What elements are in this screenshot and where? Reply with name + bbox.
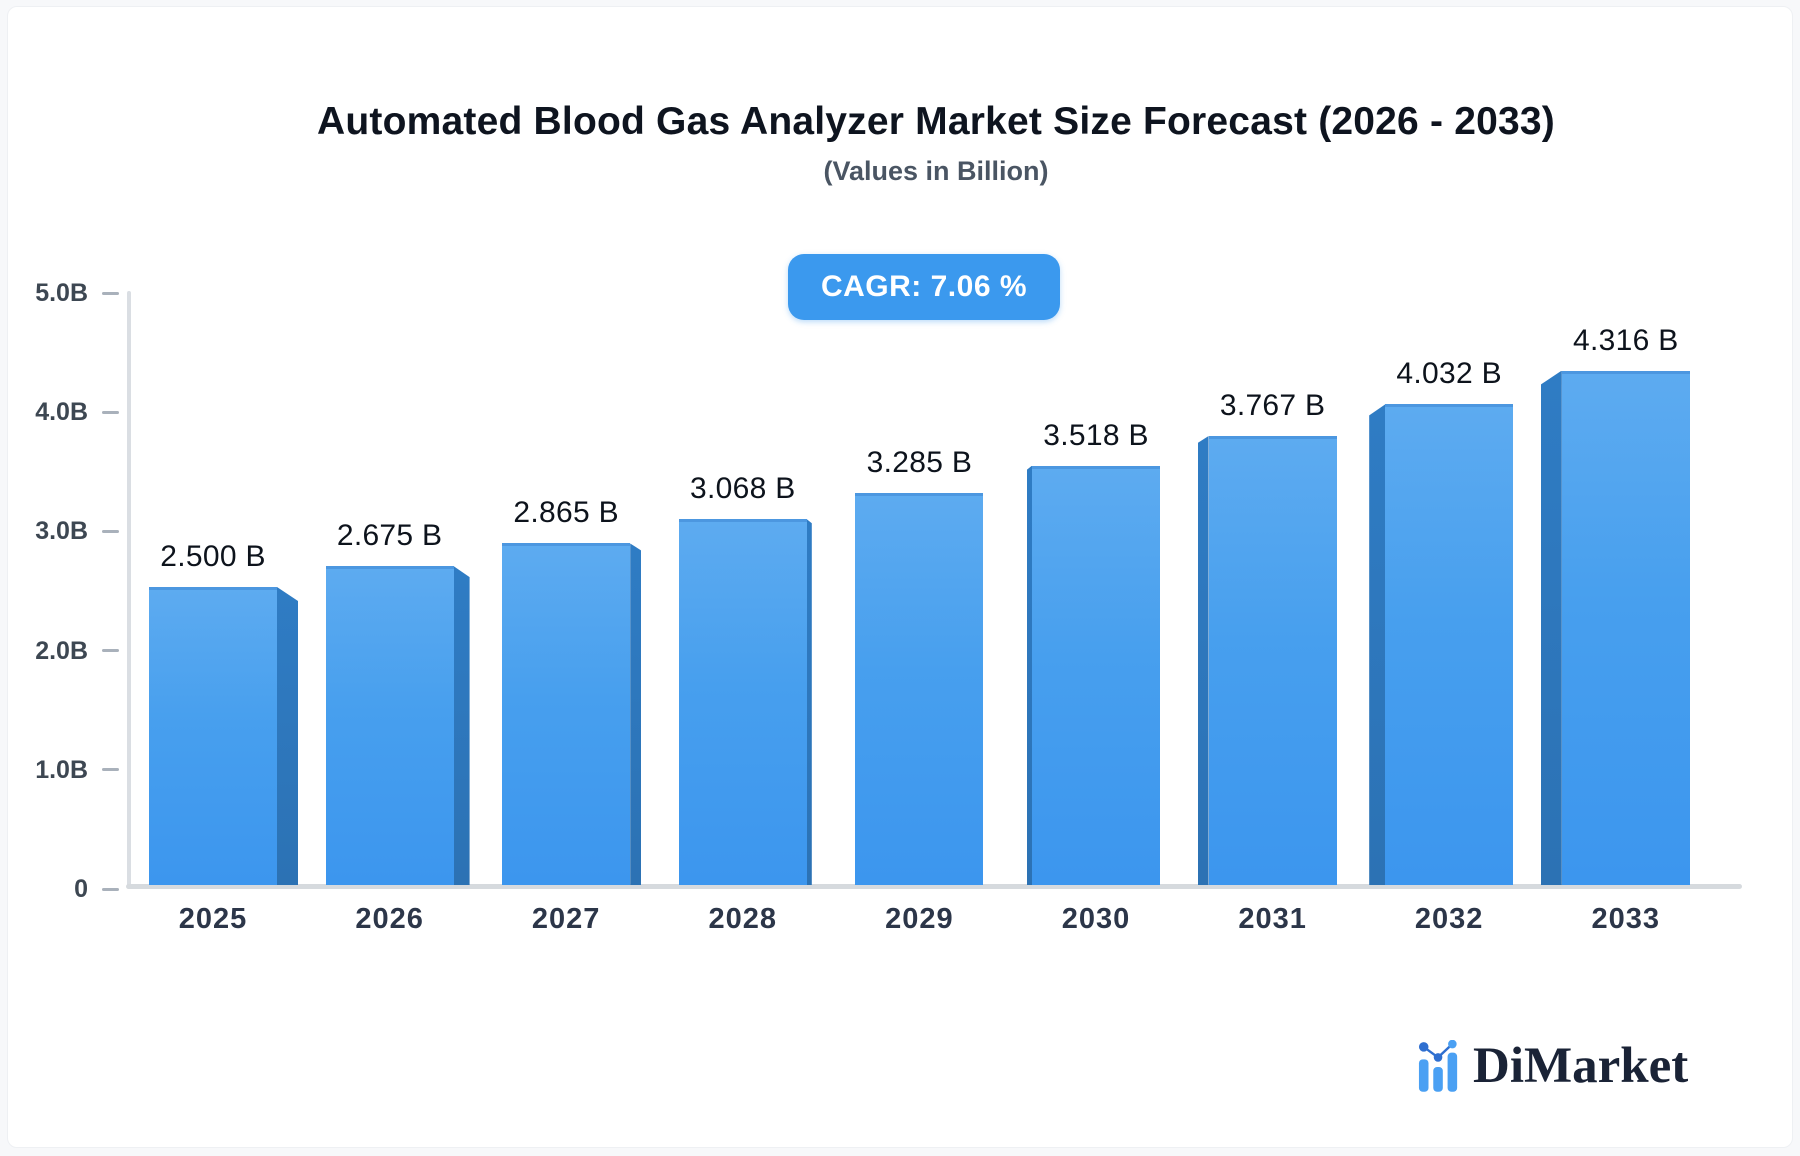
bar-side-face [1540, 370, 1562, 885]
cagr-badge-label: CAGR: 7.06 % [820, 270, 1028, 303]
cagr-badge: CAGR: 7.06 % [788, 254, 1060, 320]
bar-value-label: 3.767 B [1219, 388, 1326, 422]
x-axis-label: 2025 [178, 903, 248, 935]
y-axis-tick [102, 529, 119, 533]
bar-value-label: 4.032 B [1396, 357, 1502, 391]
brand-logo: DiMarket [1418, 1040, 1688, 1092]
y-axis-tick-label: 5.0B [35, 279, 88, 307]
chart-subtitle: (Values in Billion) [823, 156, 1049, 186]
bar-value-label: 4.316 B [1573, 323, 1679, 357]
y-axis-tick-label: 4.0B [35, 398, 88, 427]
y-axis-tick [102, 649, 119, 653]
x-axis-label: 2027 [531, 903, 601, 935]
x-axis-label: 2031 [1238, 903, 1307, 935]
x-axis-label: 2029 [885, 903, 954, 935]
x-axis-label: 2033 [1591, 903, 1661, 935]
bar-2025 [149, 587, 277, 885]
bar-2033 [1561, 370, 1690, 885]
y-axis-line [127, 291, 131, 887]
bar-value-label: 3.518 B [1043, 418, 1149, 452]
bar-2029 [855, 493, 984, 885]
bar-2031 [1208, 435, 1337, 885]
bar-2028 [678, 519, 807, 885]
y-axis-tick [102, 410, 119, 414]
bar-side-face [1197, 435, 1209, 885]
bar-side-face [453, 566, 470, 885]
x-axis-label: 2028 [708, 903, 778, 935]
bar-2030 [1032, 465, 1160, 885]
y-axis-tick-label: 0 [74, 875, 88, 903]
bar-2032 [1385, 404, 1514, 885]
chart-title: Automated Blood Gas Analyzer Market Size… [317, 100, 1555, 143]
bar-side-face [1369, 404, 1386, 885]
bar-2026 [325, 566, 454, 885]
bar-value-label: 3.068 B [690, 472, 796, 506]
y-axis-tick [102, 887, 119, 891]
bar-value-label: 2.500 B [160, 540, 266, 573]
bar-side-face [806, 519, 812, 885]
brand-name: DiMarket [1473, 1038, 1689, 1094]
bar-line-chart-icon [1418, 1040, 1458, 1092]
y-axis-tick-label: 1.0B [35, 755, 88, 784]
x-axis-label: 2032 [1414, 903, 1484, 935]
y-axis-tick-label: 3.0B [35, 517, 88, 546]
y-axis-tick [102, 768, 119, 772]
x-axis-label: 2030 [1061, 903, 1131, 935]
bar-side-face [630, 543, 642, 885]
x-axis-line [126, 884, 1742, 889]
bar-2027 [502, 543, 631, 885]
bar-side-face [1027, 465, 1032, 885]
bar-value-label: 2.675 B [336, 519, 443, 553]
bar-value-label: 3.285 B [866, 446, 973, 480]
y-axis-tick-label: 2.0B [35, 636, 88, 665]
bar-side-face [277, 587, 298, 885]
bar-value-label: 2.865 B [513, 496, 619, 530]
y-axis-tick [102, 291, 119, 295]
x-axis-label: 2026 [355, 903, 424, 935]
